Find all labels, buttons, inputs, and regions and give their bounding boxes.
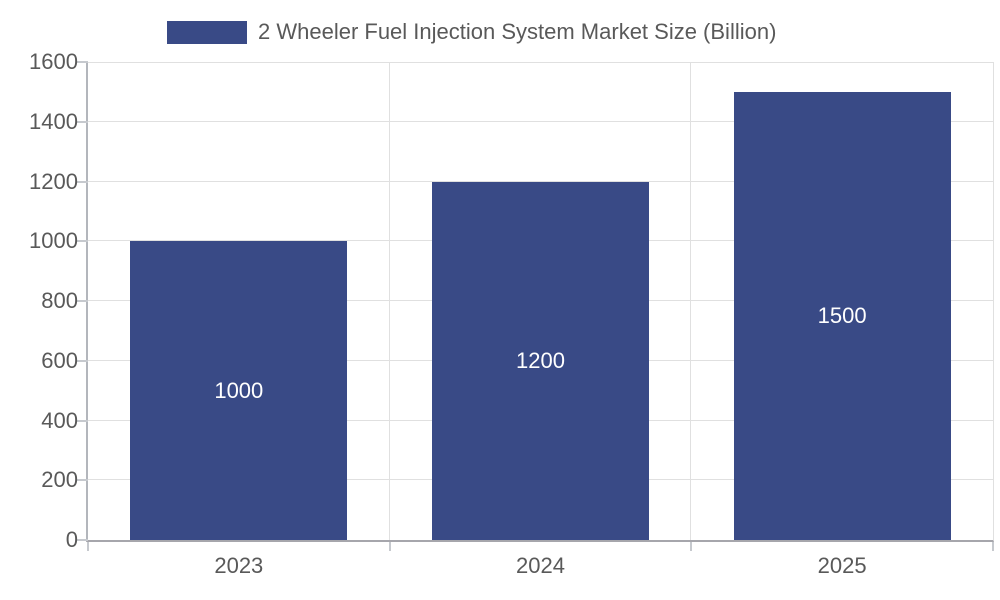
legend-label: 2 Wheeler Fuel Injection System Market S… <box>258 19 777 44</box>
y-axis-tick-label: 1000 <box>29 228 78 254</box>
y-axis-tick-label: 400 <box>41 407 78 433</box>
x-axis-tick-label: 2023 <box>214 553 264 578</box>
y-axis-tick-label: 1600 <box>29 49 78 74</box>
y-gridline <box>88 120 993 122</box>
x-axis-tick-label: 2025 <box>817 553 867 578</box>
y-gridline <box>88 180 993 182</box>
x-gridline <box>690 62 692 540</box>
y-axis-tick <box>76 61 88 63</box>
y-axis-tick <box>76 539 88 541</box>
y-axis-tick <box>76 300 88 302</box>
y-axis-tick <box>76 359 88 362</box>
y-axis-tick <box>76 479 88 482</box>
y-axis-tick-label: 200 <box>41 467 78 493</box>
y-axis-tick-label: 0 <box>65 527 78 552</box>
plot-area: 1000 1200 1500 <box>86 62 994 542</box>
y-axis-tick-label: 1400 <box>29 108 78 134</box>
x-gridline <box>388 62 390 540</box>
legend-swatch <box>167 21 247 44</box>
y-axis-tick-label: 800 <box>41 288 78 313</box>
x-axis-tick <box>992 542 994 551</box>
bar-value-label: 1500 <box>817 302 867 328</box>
bar: 1500 <box>733 91 951 540</box>
x-axis-tick <box>87 542 89 551</box>
y-axis-tick <box>76 419 88 422</box>
y-axis-tick <box>76 120 88 123</box>
bar-value-label: 1200 <box>516 347 565 373</box>
x-axis-tick-label: 2024 <box>516 553 565 578</box>
x-axis-tick <box>388 542 391 551</box>
bar-value-label: 1000 <box>214 377 264 403</box>
bar: 1000 <box>130 241 348 540</box>
y-axis-tick-label: 1200 <box>29 168 78 194</box>
y-axis-tick <box>76 180 88 183</box>
x-axis-tick <box>690 542 693 551</box>
bar: 1200 <box>431 181 650 540</box>
y-gridline <box>88 62 993 63</box>
y-axis-tick <box>76 240 88 243</box>
y-axis-tick-label: 600 <box>41 347 78 373</box>
